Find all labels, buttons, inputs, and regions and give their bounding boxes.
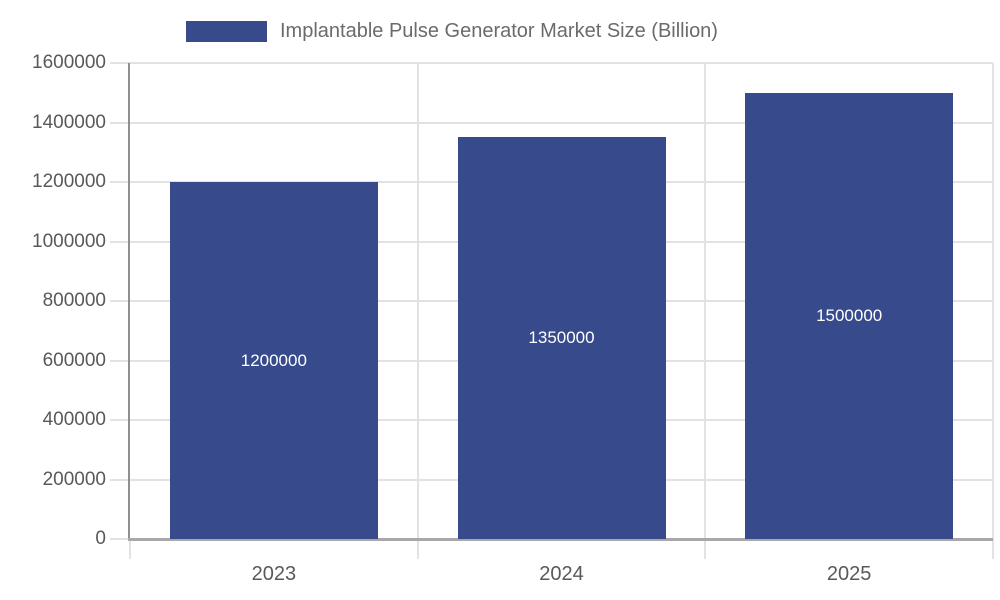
y-zero-tick: [110, 538, 130, 540]
y-tick-label: 600000: [42, 349, 106, 371]
y-gridline: [110, 121, 993, 124]
legend-label[interactable]: Implantable Pulse Generator Market Size …: [280, 20, 718, 42]
x-tick-label: 2025: [826, 563, 872, 585]
y-tick-label: 1400000: [32, 111, 106, 133]
y-tick-label: 1600000: [32, 52, 106, 73]
y-tick-label: 200000: [42, 468, 106, 490]
y-gridline: [110, 62, 993, 64]
y-tick-label: 1000000: [32, 230, 106, 252]
x-tick-mark: [129, 539, 131, 559]
y-tick-label: 1200000: [32, 171, 106, 192]
y-tick-label: 800000: [42, 290, 106, 311]
x-gridline: [704, 63, 707, 559]
x-tick-label: 2023: [251, 563, 297, 585]
y-tick-label: 0: [95, 528, 106, 549]
bar-2023[interactable]: 1200000: [169, 182, 378, 539]
legend-swatch[interactable]: [186, 21, 267, 42]
bar-value-label: 1500000: [816, 305, 883, 325]
x-gridline: [416, 63, 419, 559]
x-tick-label: 2024: [539, 563, 584, 585]
bar-value-label: 1200000: [240, 350, 307, 370]
bar-value-label: 1350000: [528, 328, 595, 348]
y-axis-line: [128, 63, 130, 539]
x-axis-line: [128, 538, 993, 541]
y-tick-label: 400000: [42, 409, 106, 430]
bar-2024[interactable]: 1350000: [457, 137, 666, 539]
x-gridline: [992, 63, 994, 559]
bar-2025[interactable]: 1500000: [745, 92, 954, 539]
legend[interactable]: Implantable Pulse Generator Market Size …: [186, 20, 718, 43]
